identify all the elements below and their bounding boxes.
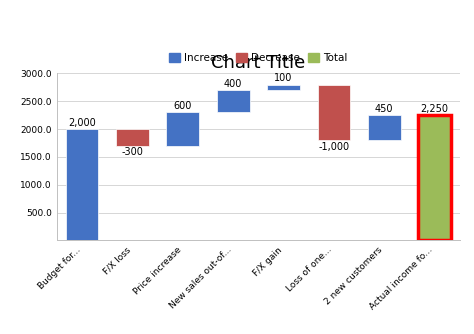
Bar: [267, 85, 300, 90]
Bar: [66, 129, 99, 240]
Legend: Increase, Decrease, Total: Increase, Decrease, Total: [165, 49, 351, 67]
Text: -300: -300: [121, 147, 143, 157]
Title: Chart Title: Chart Title: [211, 54, 305, 72]
Text: 100: 100: [274, 73, 293, 83]
Bar: [217, 90, 249, 113]
Text: 400: 400: [224, 79, 242, 89]
Bar: [166, 113, 199, 146]
Bar: [318, 85, 350, 140]
Bar: [116, 129, 149, 146]
Bar: [368, 115, 401, 140]
Text: 450: 450: [375, 104, 393, 114]
Text: 2,000: 2,000: [68, 118, 96, 128]
Text: 2,250: 2,250: [420, 104, 448, 114]
Bar: [418, 115, 451, 240]
Text: -1,000: -1,000: [319, 142, 349, 152]
Text: 600: 600: [173, 101, 192, 111]
